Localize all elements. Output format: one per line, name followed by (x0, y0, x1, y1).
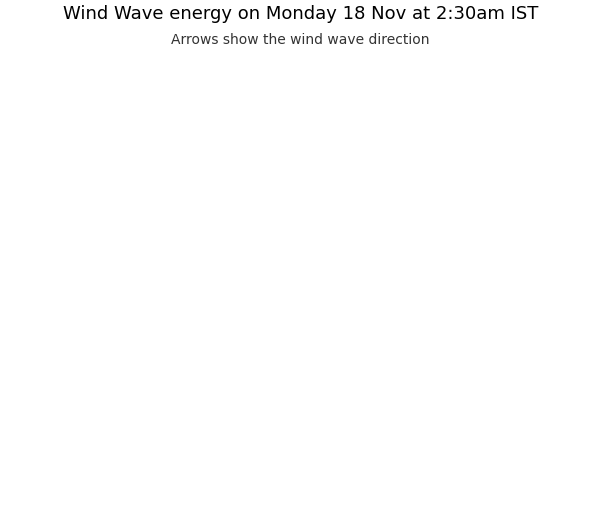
Text: Map requires cartopy: Map requires cartopy (227, 274, 374, 289)
Text: Wind Wave energy on Monday 18 Nov at 2:30am IST: Wind Wave energy on Monday 18 Nov at 2:3… (63, 5, 538, 24)
Text: Arrows show the wind wave direction: Arrows show the wind wave direction (171, 33, 430, 47)
